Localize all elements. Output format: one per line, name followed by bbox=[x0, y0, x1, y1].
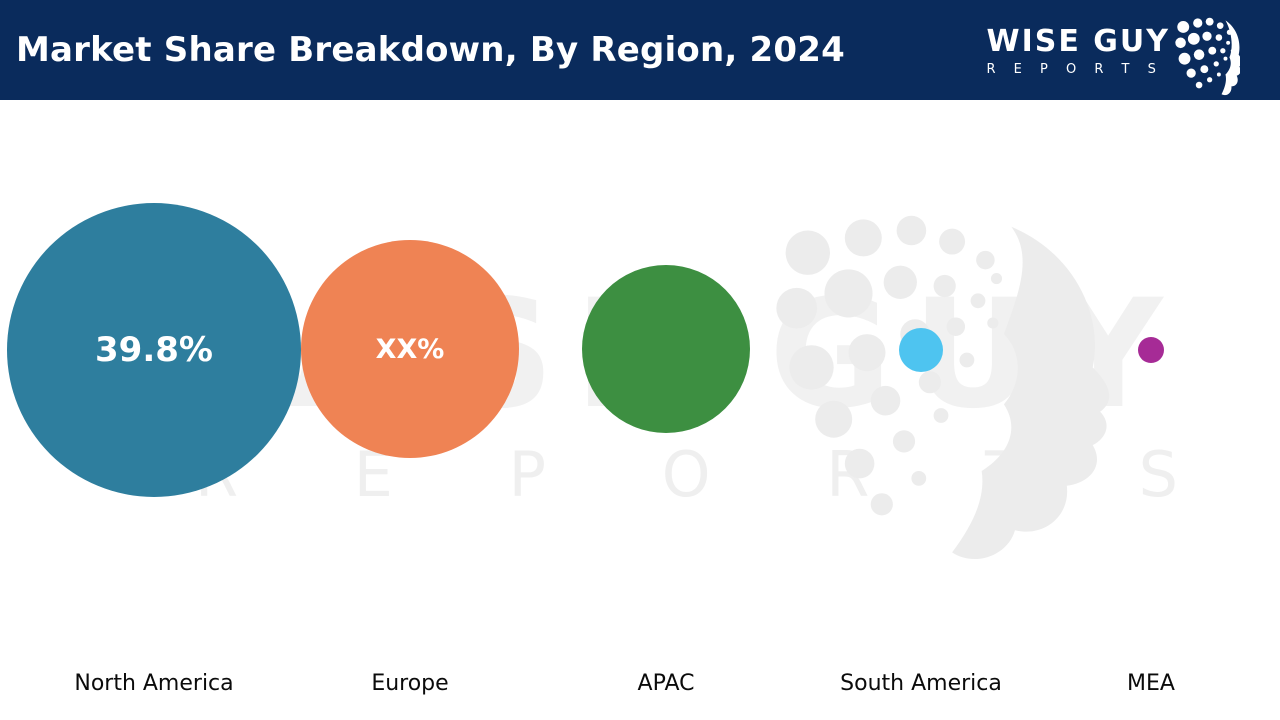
page-title: Market Share Breakdown, By Region, 2024 bbox=[16, 30, 845, 70]
category-label-mea: MEA bbox=[1127, 671, 1175, 696]
category-label-europe: Europe bbox=[371, 671, 449, 696]
watermark-head-dots-icon bbox=[768, 212, 1188, 582]
header-bar: Market Share Breakdown, By Region, 2024 … bbox=[0, 0, 1280, 100]
bubble-north-america: 39.8% bbox=[7, 203, 301, 497]
bubble-value-label: 39.8% bbox=[95, 330, 213, 370]
category-label-apac: APAC bbox=[637, 671, 695, 696]
bubble-apac bbox=[582, 265, 750, 433]
category-label-north-america: North America bbox=[74, 671, 234, 696]
brand-wordmark: WISE GUY bbox=[986, 23, 1170, 59]
bubble-value-label: XX% bbox=[375, 333, 445, 365]
brand-subtext: R E P O R T S bbox=[986, 61, 1163, 77]
bubble-europe: XX% bbox=[301, 240, 519, 458]
category-label-south-america: South America bbox=[840, 671, 1002, 696]
brand-logo: WISE GUY R E P O R T S bbox=[986, 17, 1240, 95]
brand-head-dots-icon bbox=[1174, 14, 1240, 98]
bubble-mea bbox=[1138, 337, 1164, 363]
bubble-south-america bbox=[899, 328, 943, 372]
watermark-subtext: R E P O R T S bbox=[195, 438, 1226, 511]
